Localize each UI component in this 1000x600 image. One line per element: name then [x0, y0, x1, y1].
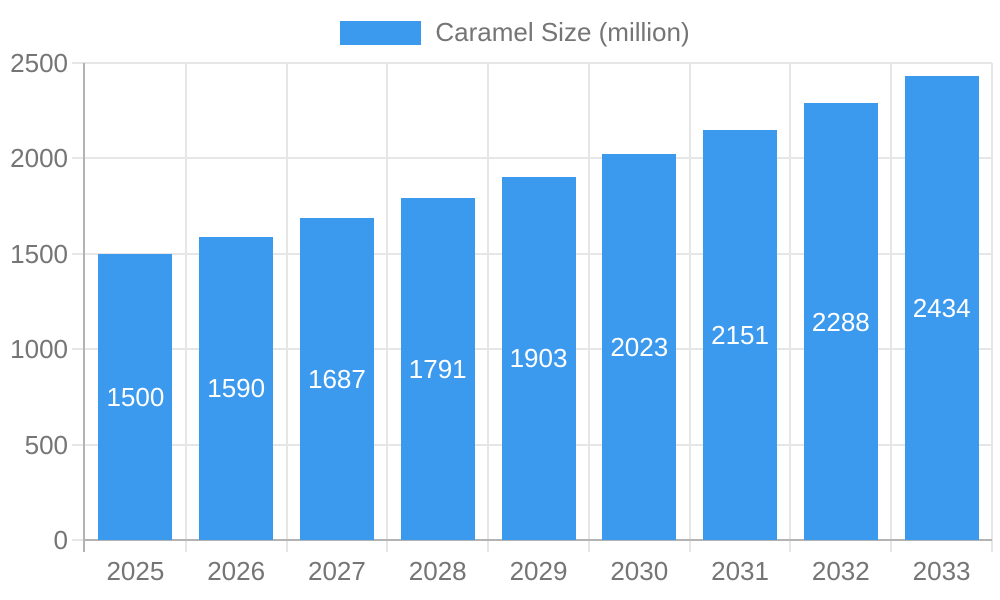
bar-value-label: 1903: [509, 343, 568, 374]
gridline-vertical: [285, 63, 288, 552]
bar-value-label: 1687: [308, 364, 366, 395]
x-tick-label: 2029: [509, 556, 568, 586]
bar-2029: [501, 176, 576, 540]
bar-2028: [400, 198, 475, 540]
y-axis-tick: [72, 62, 85, 64]
plot-area: 0 500 1000 1500 2000 2500 1500 2025 1590 2026 1687…: [10, 48, 993, 586]
x-axis-line: [83, 539, 992, 541]
x-tick-label: 2033: [912, 556, 971, 586]
gridline-vertical: [184, 63, 187, 552]
gridline-vertical: [991, 63, 993, 552]
bar-2031: [703, 129, 778, 540]
x-tick-label: 2031: [711, 556, 769, 586]
gridline-vertical: [789, 63, 792, 552]
gridline-horizontal: [85, 157, 992, 160]
gridline-vertical: [487, 63, 490, 552]
gridline-vertical: [386, 63, 389, 552]
chart-legend[interactable]: Caramel Size (million): [0, 17, 1000, 48]
bar-2027: [299, 218, 374, 540]
y-tick-label: 1000: [10, 334, 68, 365]
y-tick-label: 2500: [10, 48, 68, 78]
bar-value-label: 2434: [912, 292, 971, 323]
gridline-horizontal: [85, 62, 992, 64]
x-tick-label: 2027: [308, 556, 366, 586]
y-tick-label: 1500: [10, 238, 68, 269]
x-tick-label: 2025: [106, 556, 165, 586]
x-tick-label: 2028: [408, 556, 467, 586]
y-tick-label: 2000: [10, 143, 68, 174]
bar-value-label: 1500: [106, 381, 165, 412]
gridline-vertical: [890, 63, 893, 552]
bar-value-label: 1791: [408, 354, 467, 385]
legend-swatch-icon: [340, 20, 422, 45]
bar-2030: [602, 154, 677, 540]
x-tick-label: 2030: [610, 556, 669, 586]
x-tick-label: 2026: [207, 556, 266, 586]
y-tick-label: 0: [53, 525, 68, 555]
bar-2032: [803, 103, 878, 540]
y-axis-tick: [72, 157, 85, 160]
bar-value-label: 2151: [711, 319, 769, 350]
y-axis-tick: [72, 443, 85, 446]
bar-2026: [199, 236, 274, 540]
gridline-vertical: [688, 63, 691, 552]
bar-2025: [98, 253, 173, 540]
y-axis-tick: [72, 348, 85, 351]
bar-value-label: 2023: [610, 332, 669, 362]
y-tick-label: 500: [24, 429, 68, 460]
x-tick-label: 2032: [811, 556, 870, 586]
y-axis-tick: [72, 539, 85, 541]
bar-value-label: 2288: [811, 306, 870, 337]
gridline-vertical: [587, 63, 590, 552]
bar-value-label: 1590: [207, 373, 266, 404]
y-axis-tick: [72, 252, 85, 255]
y-axis-line: [83, 63, 85, 552]
legend-label: Caramel Size (million): [435, 17, 690, 47]
bar-2033: [904, 75, 979, 540]
